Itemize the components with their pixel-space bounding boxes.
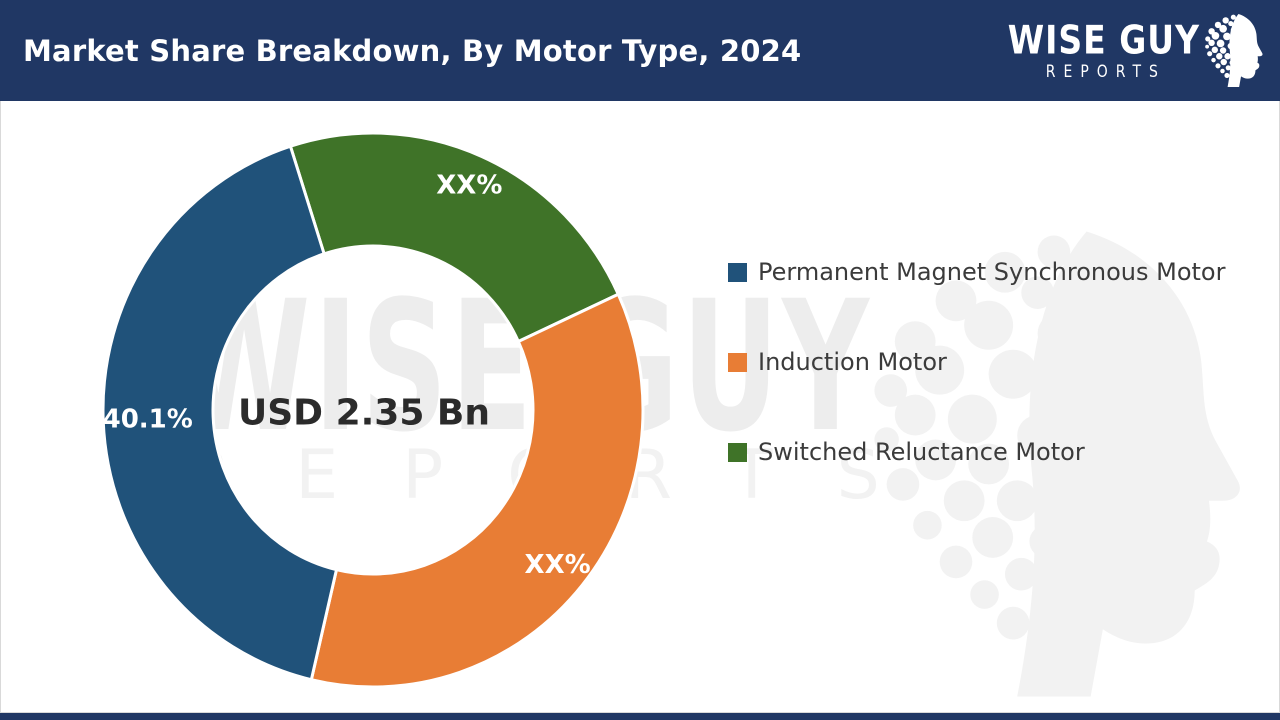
legend: Permanent Magnet Synchronous Motor Induc… [728, 258, 1225, 466]
header: Market Share Breakdown, By Motor Type, 2… [0, 0, 1280, 101]
legend-swatch [728, 262, 747, 282]
wiseguy-logo: WISE GUY REPORTS [1008, 12, 1266, 89]
wiseguy-logo-text: WISE GUY REPORTS [1008, 20, 1200, 80]
donut-chart: XX% XX% 40.1% USD 2.35 Bn [101, 131, 645, 689]
wiseguy-face-icon [1205, 14, 1263, 87]
donut-center-value: USD 2.35 Bn [238, 393, 490, 434]
donut-segment-label: 40.1% [103, 404, 193, 434]
footer-bar [0, 713, 1280, 720]
legend-swatch [728, 442, 747, 462]
logo-sub-wordmark: REPORTS [1045, 62, 1166, 82]
donut-segment-label: XX% [525, 550, 591, 580]
donut-segment-permanent-magnet-synchronous-motor [101, 144, 338, 682]
legend-label: Induction Motor [758, 348, 947, 376]
chart-area: WISE GUY REPORTS XX%XX%40.1%USD 2.35 Bn … [0, 101, 1280, 713]
legend-item: Switched Reluctance Motor [728, 438, 1225, 466]
page-title: Market Share Breakdown, By Motor Type, 2… [23, 33, 802, 68]
legend-item: Permanent Magnet Synchronous Motor [728, 258, 1225, 286]
donut-segment-induction-motor [309, 292, 645, 689]
donut-segment-label: XX% [436, 170, 502, 200]
legend-swatch [728, 352, 747, 372]
legend-label: Switched Reluctance Motor [758, 438, 1085, 466]
legend-item: Induction Motor [728, 348, 1225, 376]
donut-segment-switched-reluctance-motor [288, 131, 620, 343]
logo-wordmark: WISE GUY [1007, 16, 1200, 63]
legend-label: Permanent Magnet Synchronous Motor [758, 258, 1226, 286]
